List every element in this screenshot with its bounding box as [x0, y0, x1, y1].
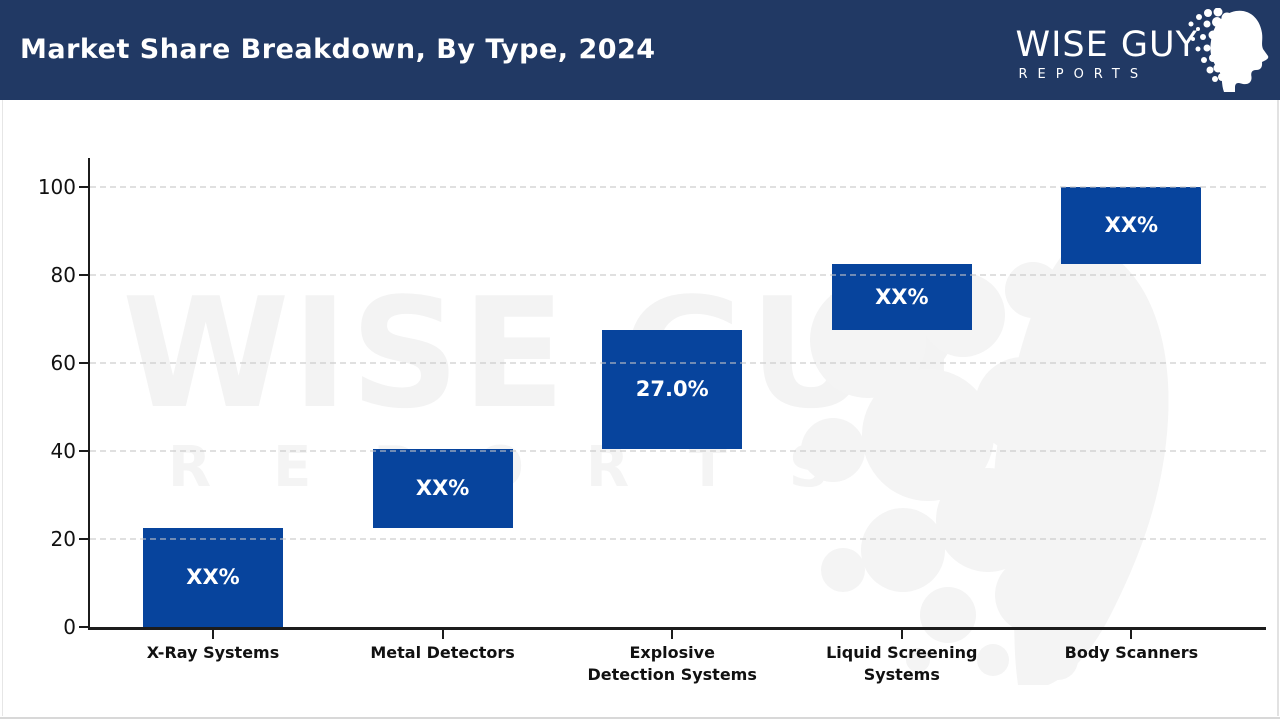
bar-value-label: 27.0% [635, 377, 709, 402]
x-tick-mark [671, 630, 674, 639]
x-tick-label: Explosive Detection Systems [587, 643, 757, 684]
x-tick-mark [212, 630, 214, 639]
y-tick-mark [79, 626, 88, 628]
wiseguy-logo: WISE GUY REPORTS [1015, 8, 1270, 94]
logo-text: WISE GUY REPORTS [1015, 25, 1198, 83]
x-tick-mark [441, 630, 444, 639]
x-tick-label: X-Ray Systems [146, 643, 280, 662]
y-gridline [90, 537, 1266, 540]
x-tick-label: Metal Detectors [370, 643, 515, 662]
y-tick-label: 0 [63, 615, 76, 639]
bar-value-label: XX% [1104, 213, 1159, 238]
y-tick-label: 60 [50, 350, 76, 375]
y-gridline [90, 361, 1266, 364]
waterfall-bar: XX% [1061, 186, 1202, 264]
y-tick-label: 80 [50, 262, 76, 287]
y-gridline [90, 185, 1266, 188]
plot: 0 20 40 60 80 100 XX% X-Ray Systems XX% Metal Det… [38, 158, 1266, 684]
waterfall-bar: XX% [143, 527, 283, 627]
x-tick-label: Body Scanners [1064, 643, 1199, 662]
logo-wordmark: WISE GUY [1015, 25, 1198, 65]
y-tick-mark [79, 273, 88, 276]
chart-area: WISE GUY REPORTS 0 20 40 60 80 100 XX% X-Ray Sy… [0, 100, 1280, 720]
logo-subtitle: REPORTS [1018, 67, 1149, 82]
bar-value-label: XX% [186, 565, 240, 590]
x-tick-mark [1130, 630, 1133, 639]
x-tick-mark [900, 630, 903, 639]
header-bar: Market Share Breakdown, By Type, 2024 WI… [0, 0, 1280, 100]
y-tick-mark [79, 449, 88, 452]
y-gridline [90, 449, 1266, 452]
waterfall-bar: XX% [372, 448, 513, 528]
y-tick-mark [79, 361, 88, 364]
y-tick-label: 40 [50, 438, 76, 463]
y-tick-mark [79, 537, 88, 540]
waterfall-bar: 27.0% [602, 329, 743, 449]
frame-left-line [2, 100, 3, 716]
y-tick-mark [79, 185, 88, 188]
y-gridline [90, 273, 1266, 276]
y-tick-label: 20 [50, 526, 76, 551]
frame-right-line [1277, 100, 1279, 716]
x-tick-label: Liquid Screening Systems [826, 643, 978, 684]
page-title: Market Share Breakdown, By Type, 2024 [20, 34, 656, 65]
wiseguy-face-icon [1188, 8, 1269, 93]
y-tick-label: 100 [37, 174, 76, 199]
bar-value-label: XX% [875, 284, 929, 309]
frame-bottom-line [0, 717, 1280, 719]
bar-value-label: XX% [415, 476, 470, 501]
